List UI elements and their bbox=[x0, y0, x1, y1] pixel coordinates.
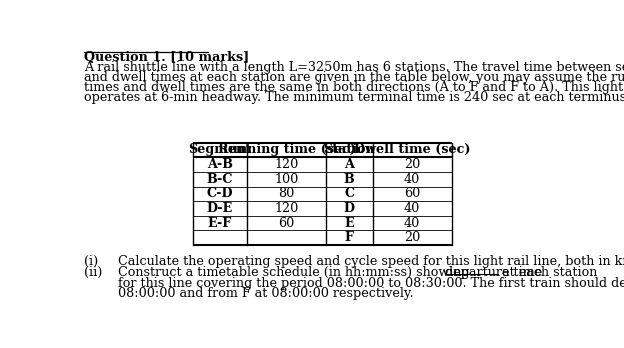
Text: 60: 60 bbox=[404, 187, 420, 200]
Text: 40: 40 bbox=[404, 173, 420, 186]
Text: 60: 60 bbox=[278, 216, 295, 230]
Text: E-F: E-F bbox=[208, 216, 232, 230]
Text: and dwell times at each station are given in the table below, you may assume the: and dwell times at each station are give… bbox=[84, 71, 624, 84]
Text: 120: 120 bbox=[275, 202, 299, 215]
Text: 40: 40 bbox=[404, 202, 420, 215]
Text: 100: 100 bbox=[275, 173, 299, 186]
Text: departure time: departure time bbox=[446, 266, 542, 279]
Text: 120: 120 bbox=[275, 158, 299, 171]
Text: Running time (sec): Running time (sec) bbox=[218, 143, 356, 157]
Text: Dwell time (sec): Dwell time (sec) bbox=[354, 143, 470, 157]
Text: 20: 20 bbox=[404, 158, 420, 171]
Text: for this line covering the period 08:00:00 to 08:30:00. The first train should d: for this line covering the period 08:00:… bbox=[119, 277, 624, 290]
Text: A rail shuttle line with a length L=3250m has 6 stations. The travel time betwee: A rail shuttle line with a length L=3250… bbox=[84, 61, 624, 74]
Text: 20: 20 bbox=[404, 231, 420, 244]
Text: Station: Station bbox=[323, 143, 375, 157]
Text: at each station: at each station bbox=[499, 266, 598, 279]
Text: D: D bbox=[344, 202, 355, 215]
Text: B: B bbox=[344, 173, 354, 186]
Text: A-B: A-B bbox=[207, 158, 233, 171]
Text: A: A bbox=[344, 158, 354, 171]
Text: 80: 80 bbox=[278, 187, 295, 200]
Text: C-D: C-D bbox=[207, 187, 233, 200]
Text: Segment: Segment bbox=[188, 143, 251, 157]
Text: 08:00:00 and from F at 08:00:00 respectively.: 08:00:00 and from F at 08:00:00 respecti… bbox=[119, 287, 414, 300]
Text: Construct a timetable schedule (in hh:mm:ss) showing: Construct a timetable schedule (in hh:mm… bbox=[119, 266, 474, 279]
Text: (i): (i) bbox=[84, 255, 99, 268]
Text: times and dwell times are the same in both directions (A to F and F to A). This : times and dwell times are the same in bo… bbox=[84, 81, 624, 94]
Text: E: E bbox=[344, 216, 354, 230]
Text: (ii): (ii) bbox=[84, 266, 102, 279]
Text: Question 1. [10 marks]: Question 1. [10 marks] bbox=[84, 51, 250, 64]
Text: operates at 6-min headway. The minimum terminal time is 240 sec at each terminus: operates at 6-min headway. The minimum t… bbox=[84, 91, 624, 104]
Text: B-C: B-C bbox=[207, 173, 233, 186]
Text: Calculate the operating speed and cycle speed for this light rail line, both in : Calculate the operating speed and cycle … bbox=[119, 255, 624, 268]
Text: C: C bbox=[344, 187, 354, 200]
Text: D-E: D-E bbox=[207, 202, 233, 215]
Text: 40: 40 bbox=[404, 216, 420, 230]
Text: F: F bbox=[344, 231, 354, 244]
